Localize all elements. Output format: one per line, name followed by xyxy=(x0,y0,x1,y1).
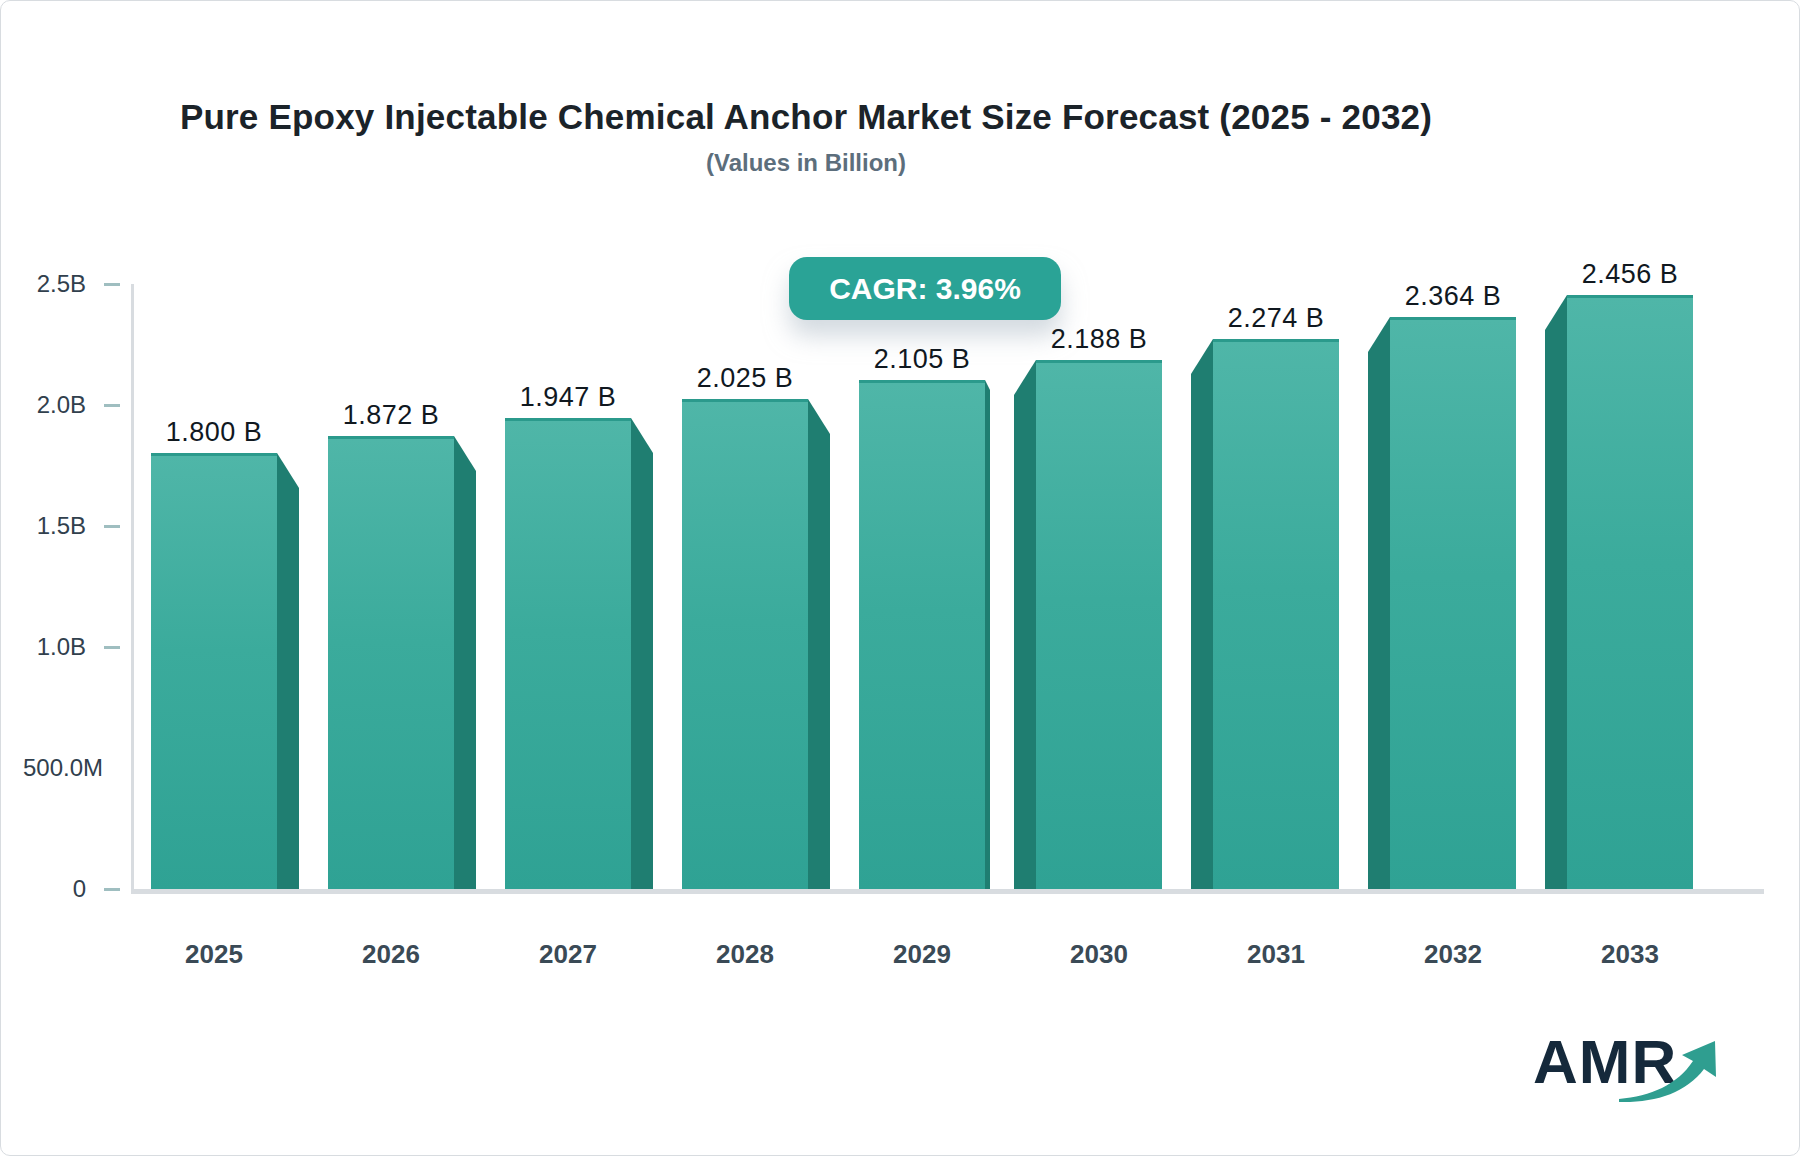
bar-2032 xyxy=(1390,317,1516,889)
y-tick-label: 2.0B xyxy=(1,391,86,419)
x-label-2030: 2030 xyxy=(1009,939,1189,970)
bar-2031 xyxy=(1213,339,1339,889)
chart-subtitle: (Values in Billion) xyxy=(1,149,1611,177)
bar-2030 xyxy=(1036,360,1162,889)
x-axis-baseline xyxy=(131,889,1764,894)
chart-canvas: Pure Epoxy Injectable Chemical Anchor Ma… xyxy=(0,0,1800,1156)
bar-value-label-2033: 2.456 B xyxy=(1530,257,1730,291)
bar-side-2031 xyxy=(1191,339,1213,889)
bar-2027 xyxy=(505,418,631,889)
bar-value-label-2026: 1.872 B xyxy=(291,398,491,432)
bar-value-label-2031: 2.274 B xyxy=(1176,301,1376,335)
y-tick-dash xyxy=(104,646,120,649)
bar-2026 xyxy=(328,436,454,889)
bar-side-2027 xyxy=(631,418,653,889)
y-tick-dash xyxy=(104,888,120,891)
bar-value-label-2029: 2.105 B xyxy=(822,342,1022,376)
bar-value-label-2032: 2.364 B xyxy=(1353,279,1553,313)
chart-title: Pure Epoxy Injectable Chemical Anchor Ma… xyxy=(1,97,1611,137)
x-label-2032: 2032 xyxy=(1363,939,1543,970)
y-tick-label: 1.0B xyxy=(1,633,86,661)
bar-side-2032 xyxy=(1368,317,1390,889)
y-tick-dash xyxy=(104,525,120,528)
bar-side-2028 xyxy=(808,399,830,889)
bar-2025 xyxy=(151,453,277,889)
cagr-badge: CAGR: 3.96% xyxy=(789,257,1061,320)
y-tick-label: 500.0M xyxy=(1,754,103,782)
bar-side-2025 xyxy=(277,453,299,889)
bar-side-2029 xyxy=(985,380,990,889)
x-label-2026: 2026 xyxy=(301,939,481,970)
y-tick-dash xyxy=(104,404,120,407)
y-tick-label: 0 xyxy=(1,875,86,903)
x-label-2033: 2033 xyxy=(1540,939,1720,970)
y-tick-dash xyxy=(104,283,120,286)
bar-2029 xyxy=(859,380,985,889)
x-label-2028: 2028 xyxy=(655,939,835,970)
bar-side-2033 xyxy=(1545,295,1567,889)
x-label-2025: 2025 xyxy=(124,939,304,970)
bar-value-label-2027: 1.947 B xyxy=(468,380,668,414)
bar-side-2030 xyxy=(1014,360,1036,889)
x-label-2029: 2029 xyxy=(832,939,1012,970)
y-tick-label: 1.5B xyxy=(1,512,86,540)
bar-2033 xyxy=(1567,295,1693,889)
bar-value-label-2025: 1.800 B xyxy=(114,415,314,449)
y-axis-line xyxy=(131,284,134,892)
bar-value-label-2030: 2.188 B xyxy=(999,322,1199,356)
logo-trend-arrow-icon xyxy=(1617,1039,1727,1105)
x-label-2031: 2031 xyxy=(1186,939,1366,970)
bar-side-2026 xyxy=(454,436,476,889)
x-label-2027: 2027 xyxy=(478,939,658,970)
y-tick-label: 2.5B xyxy=(1,270,86,298)
bar-2028 xyxy=(682,399,808,889)
bar-value-label-2028: 2.025 B xyxy=(645,361,845,395)
amr-logo: AMR xyxy=(1533,1031,1723,1111)
